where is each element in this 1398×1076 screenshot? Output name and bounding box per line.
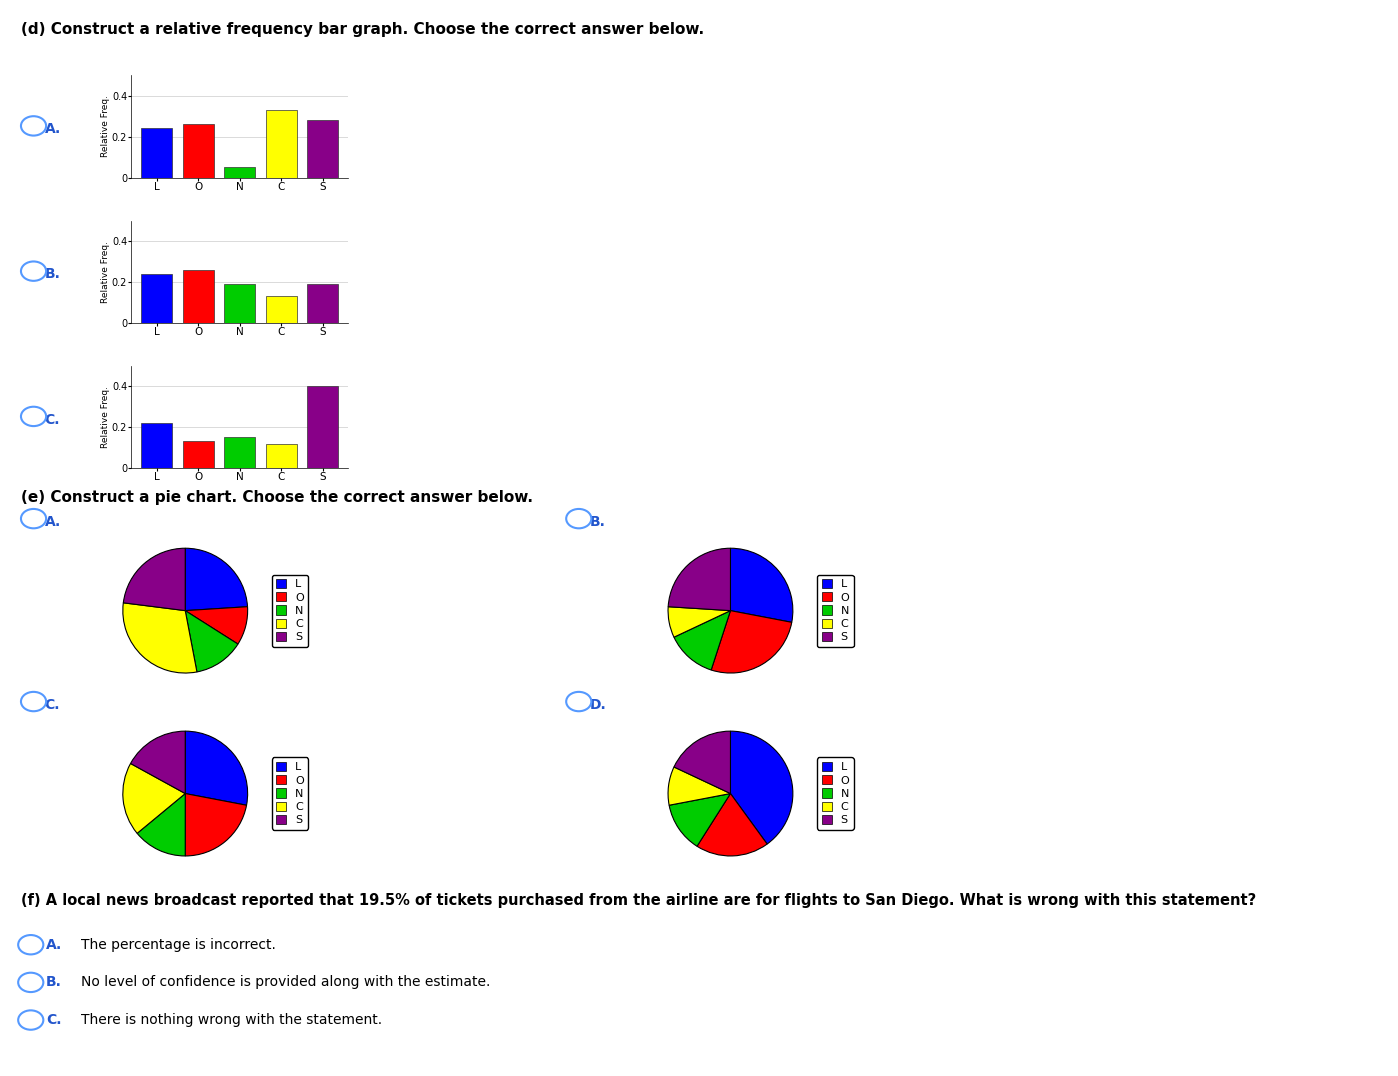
Bar — [266, 443, 296, 468]
Legend: L, O, N, C, S: L, O, N, C, S — [273, 758, 309, 830]
Wedge shape — [185, 611, 238, 671]
Text: C.: C. — [45, 697, 60, 712]
Bar — [308, 284, 338, 323]
Text: (d) Construct a relative frequency bar graph. Choose the correct answer below.: (d) Construct a relative frequency bar g… — [21, 22, 705, 37]
Legend: L, O, N, C, S: L, O, N, C, S — [818, 575, 854, 647]
Bar — [308, 121, 338, 178]
Bar — [183, 125, 214, 178]
Text: (f) A local news broadcast reported that 19.5% of tickets purchased from the air: (f) A local news broadcast reported that… — [21, 893, 1257, 908]
Wedge shape — [668, 549, 731, 611]
Wedge shape — [130, 732, 186, 794]
Bar — [141, 128, 172, 178]
Text: B.: B. — [46, 975, 62, 990]
Text: A.: A. — [46, 937, 63, 952]
Text: C.: C. — [46, 1013, 62, 1028]
Wedge shape — [730, 732, 793, 844]
Wedge shape — [123, 764, 185, 833]
Wedge shape — [185, 607, 247, 645]
Y-axis label: Relative Freq.: Relative Freq. — [102, 96, 110, 157]
Text: No level of confidence is provided along with the estimate.: No level of confidence is provided along… — [81, 975, 491, 990]
Wedge shape — [674, 732, 731, 794]
Text: A.: A. — [45, 122, 62, 137]
Wedge shape — [123, 603, 197, 672]
Bar — [266, 296, 296, 323]
Wedge shape — [185, 732, 247, 805]
Wedge shape — [668, 767, 730, 805]
Wedge shape — [668, 607, 730, 637]
Wedge shape — [670, 794, 730, 846]
Text: The percentage is incorrect.: The percentage is incorrect. — [81, 937, 275, 952]
Wedge shape — [698, 794, 768, 855]
Bar — [183, 441, 214, 468]
Text: A.: A. — [45, 514, 62, 529]
Bar — [224, 438, 256, 468]
Text: D.: D. — [590, 697, 607, 712]
Bar — [266, 110, 296, 178]
Bar — [224, 284, 256, 323]
Wedge shape — [123, 549, 186, 611]
Y-axis label: Relative Freq.: Relative Freq. — [102, 241, 110, 302]
Wedge shape — [185, 794, 246, 856]
Wedge shape — [185, 549, 247, 611]
Wedge shape — [712, 611, 791, 672]
Bar — [141, 273, 172, 323]
Bar — [183, 270, 214, 323]
Legend: L, O, N, C, S: L, O, N, C, S — [273, 575, 309, 647]
Wedge shape — [674, 611, 730, 670]
Text: (e) Construct a pie chart. Choose the correct answer below.: (e) Construct a pie chart. Choose the co… — [21, 490, 533, 505]
Bar — [141, 423, 172, 468]
Bar — [308, 386, 338, 468]
Text: C.: C. — [45, 412, 60, 427]
Legend: L, O, N, C, S: L, O, N, C, S — [818, 758, 854, 830]
Bar — [224, 168, 256, 178]
Wedge shape — [137, 794, 185, 856]
Text: B.: B. — [45, 267, 60, 282]
Y-axis label: Relative Freq.: Relative Freq. — [102, 386, 110, 448]
Wedge shape — [730, 549, 793, 622]
Text: There is nothing wrong with the statement.: There is nothing wrong with the statemen… — [81, 1013, 382, 1028]
Text: B.: B. — [590, 514, 605, 529]
